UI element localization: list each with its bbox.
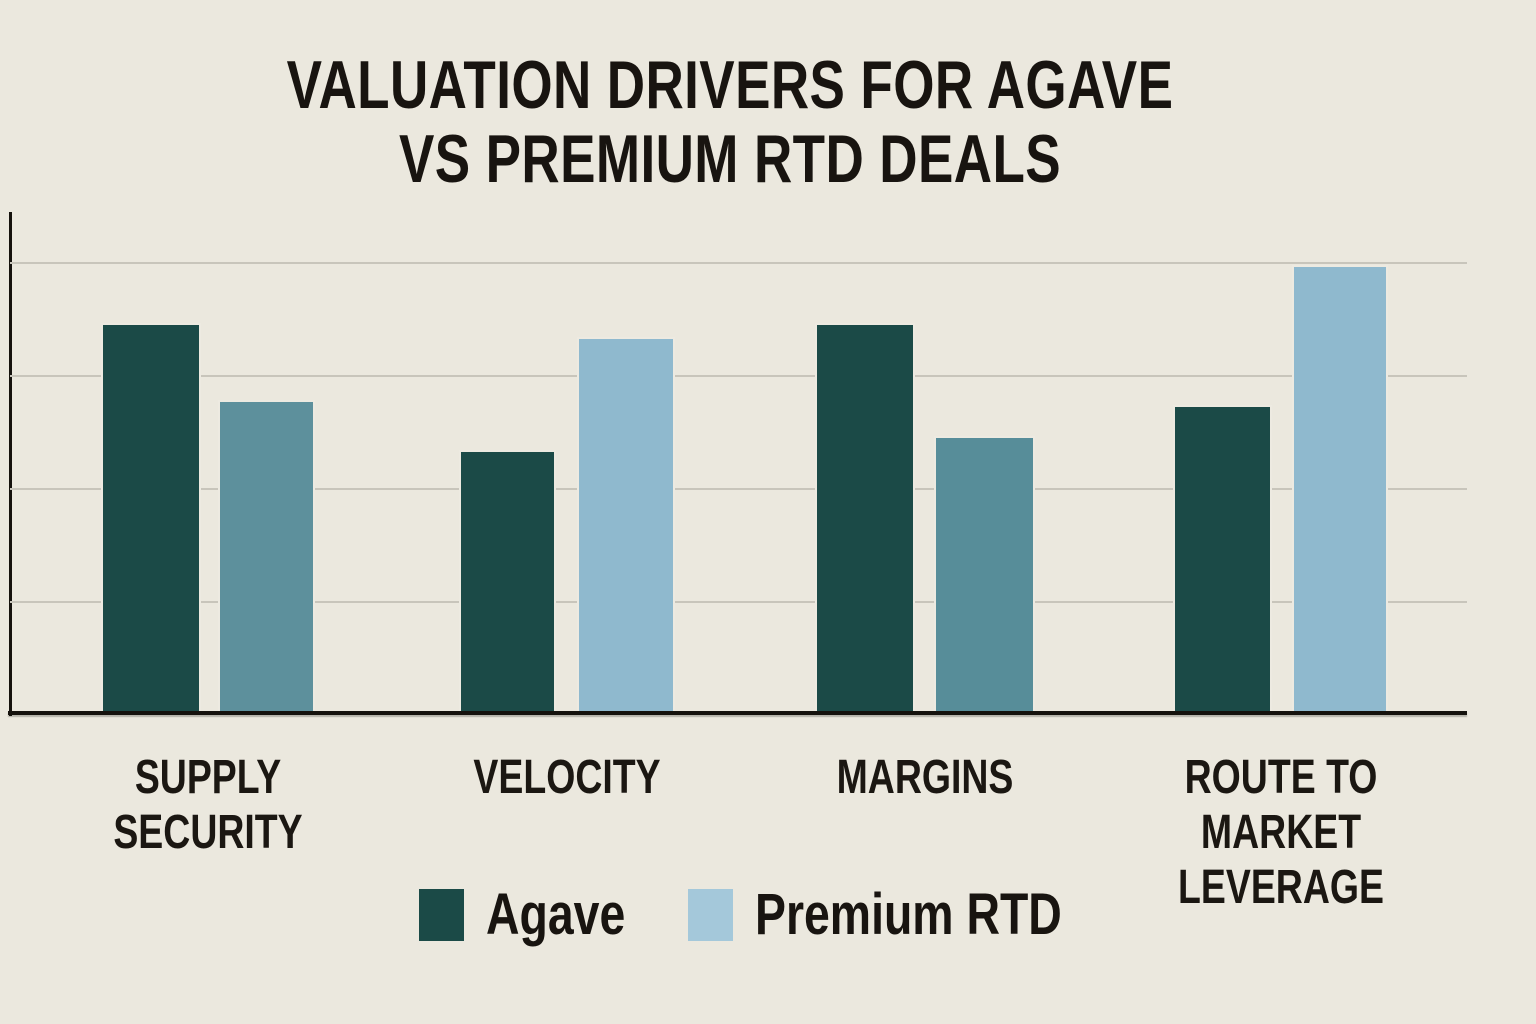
bar-premium-rtd-margins (936, 438, 1033, 714)
gridline-75 (10, 375, 1467, 377)
bar-premium-rtd-supply-security (220, 402, 313, 714)
chart-title-line1: VALUATION DRIVERS FOR AGAVE (286, 47, 1174, 123)
x-axis-label-velocity: VELOCITY (473, 751, 661, 804)
x-axis-label-route-to-market-leverage: ROUTE TO MARKET LEVERAGE (1178, 751, 1384, 914)
bar-agave-margins (817, 325, 913, 714)
bar-agave-supply-security (103, 325, 199, 714)
legend-label-premium-rtd: Premium RTD (755, 882, 1062, 947)
x-axis-label-supply-security: SUPPLY SECURITY (113, 751, 303, 859)
gridline-50 (10, 488, 1467, 490)
bar-agave-route-to-market-leverage (1175, 407, 1270, 714)
gridline-25 (10, 601, 1467, 603)
gridline-100 (10, 262, 1467, 264)
bar-agave-velocity (461, 452, 554, 714)
y-axis-line (9, 212, 12, 716)
chart-title: VALUATION DRIVERS FOR AGAVE VS PREMIUM R… (0, 48, 1460, 196)
legend: Agave Premium RTD (0, 884, 1536, 948)
legend-swatch-agave (419, 889, 464, 941)
chart-title-line2: VS PREMIUM RTD DEALS (398, 121, 1062, 197)
x-axis-label-margins: MARGINS (836, 751, 1014, 804)
bar-premium-rtd-route-to-market-leverage (1294, 267, 1386, 714)
x-axis-line (8, 711, 1467, 715)
legend-swatch-premium-rtd (688, 889, 733, 941)
legend-label-agave: Agave (486, 882, 626, 947)
bar-premium-rtd-velocity (579, 339, 673, 714)
